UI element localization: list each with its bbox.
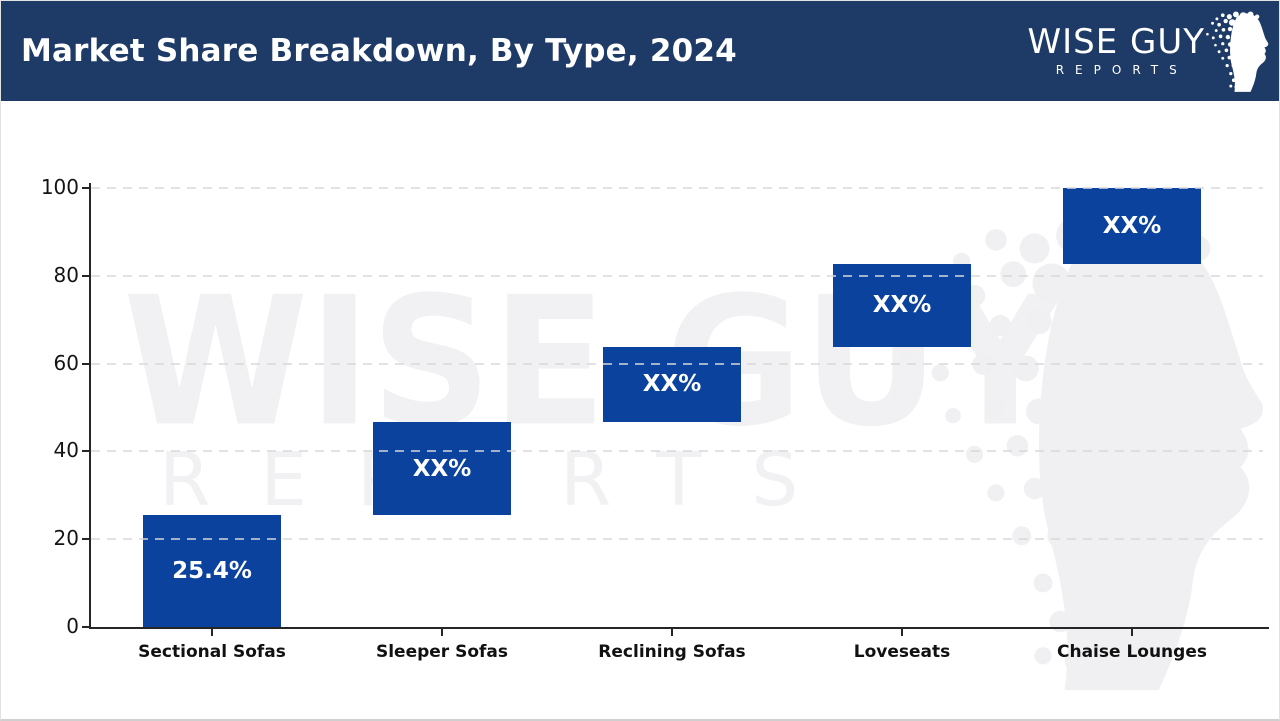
y-axis-line	[89, 183, 91, 629]
y-tick-label-100: 100	[40, 175, 79, 199]
x-tick-loveseats	[901, 629, 903, 636]
y-tick-100	[82, 187, 89, 189]
bar-sleeper-sofas: XX%	[373, 421, 511, 516]
grid-line-80	[91, 274, 1263, 277]
brand-logo-face-icon	[1206, 11, 1269, 92]
x-axis-label-sectional-sofas: Sectional Sofas	[138, 642, 286, 662]
header-bar: Market Share Breakdown, By Type, 2024 WI…	[1, 1, 1279, 101]
x-axis-line	[89, 627, 1269, 629]
y-tick-label-40: 40	[53, 438, 79, 463]
grid-line-40	[91, 450, 1263, 453]
grid-line-60	[91, 362, 1263, 365]
x-tick-chaise-lounges	[1131, 629, 1133, 636]
y-tick-label-0: 0	[66, 614, 79, 638]
brand-logo: WISE GUY REPORTS	[1027, 1, 1271, 101]
y-tick-40	[82, 450, 89, 453]
y-tick-label-60: 60	[53, 350, 79, 375]
y-tick-80	[82, 274, 89, 277]
brand-logo-wordmark: WISE GUY	[1027, 22, 1205, 63]
grid-line-100	[91, 187, 1263, 189]
brand-logo-subtext: REPORTS	[1055, 62, 1188, 77]
bar-value-label-loveseats: XX%	[872, 292, 932, 319]
grid-line-20	[91, 538, 1263, 541]
chart-title: Market Share Breakdown, By Type, 2024	[21, 33, 737, 69]
y-tick-label-20: 20	[53, 526, 79, 551]
x-tick-sleeper-sofas	[441, 629, 443, 636]
brand-logo-text: WISE GUY REPORTS	[1027, 22, 1205, 77]
x-tick-reclining-sofas	[671, 629, 673, 636]
x-axis-label-reclining-sofas: Reclining Sofas	[598, 642, 746, 662]
bar-value-label-reclining-sofas: XX%	[642, 371, 702, 398]
x-axis-label-chaise-lounges: Chaise Lounges	[1057, 642, 1207, 662]
y-tick-0	[82, 626, 89, 628]
y-tick-20	[82, 538, 89, 541]
bar-chaise-lounges: XX%	[1063, 188, 1201, 264]
y-tick-60	[82, 362, 89, 365]
bar-sectional-sofas: 25.4%	[143, 515, 281, 627]
bar-value-label-sectional-sofas: 25.4%	[172, 558, 252, 585]
x-axis-label-sleeper-sofas: Sleeper Sofas	[375, 642, 509, 662]
y-tick-label-80: 80	[53, 262, 79, 287]
bar-value-label-sleeper-sofas: XX%	[412, 455, 472, 482]
bar-reclining-sofas: XX%	[603, 347, 741, 422]
bar-value-label-chaise-lounges: XX%	[1102, 212, 1162, 239]
x-tick-sectional-sofas	[211, 629, 213, 636]
x-axis-label-loveseats: Loveseats	[853, 642, 951, 662]
bar-loveseats: XX%	[833, 263, 971, 348]
